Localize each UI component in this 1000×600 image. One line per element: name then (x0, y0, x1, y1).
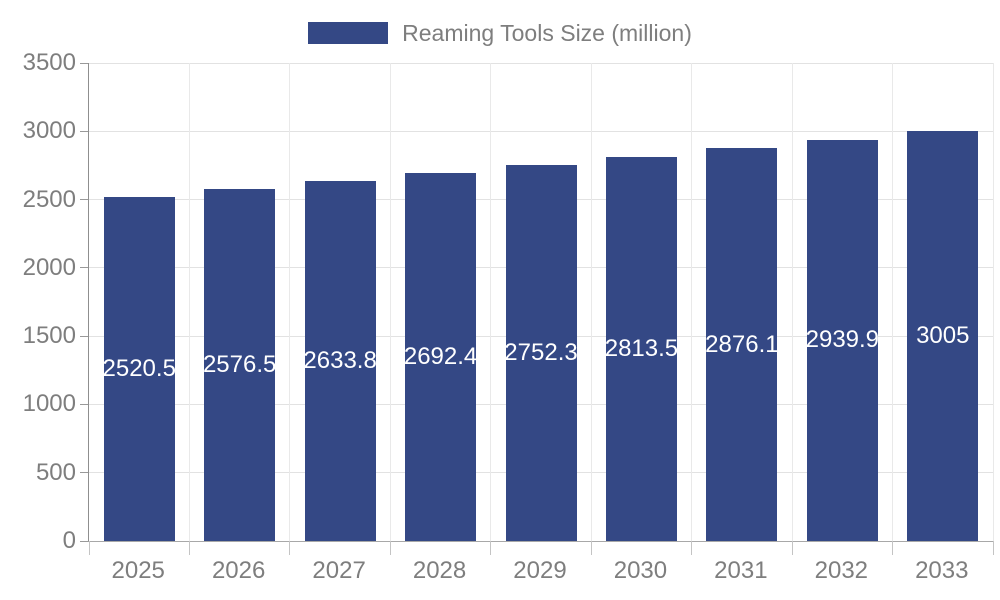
x-axis-tick-1 (188, 541, 190, 555)
gridline-h-3000 (89, 130, 993, 132)
y-axis-label-2500: 2500 (22, 185, 76, 213)
gridline-v-1 (188, 63, 190, 541)
x-axis-label-2026: 2026 (211, 557, 266, 584)
x-axis-label-2030: 2030 (613, 557, 668, 584)
y-axis-label-1000: 1000 (22, 390, 76, 418)
legend[interactable]: Reaming Tools Size (million) (0, 18, 1000, 48)
bar-value-label-2032: 2939.9 (805, 326, 880, 354)
x-axis-label-2033: 2033 (915, 557, 969, 584)
gridline-v-5 (590, 63, 592, 541)
bar-value-label-2033: 3005 (916, 321, 970, 349)
bar-2029[interactable]: 2752.3 (504, 165, 578, 541)
x-axis-tick-8 (892, 541, 894, 555)
y-axis-label-3500: 3500 (22, 49, 76, 76)
legend-swatch[interactable] (308, 22, 389, 44)
x-axis-label-2025: 2025 (111, 557, 165, 584)
x-axis-tick-9 (992, 541, 994, 555)
y-axis-tick-3500 (80, 62, 88, 64)
plot-area: 2520.5 2576.5 2633.8 2692.4 2752.3 2813.5 2876… (80, 62, 994, 555)
bar-2032[interactable]: 2939.9 (806, 139, 879, 541)
y-axis-tick-2000 (80, 267, 88, 269)
gridline-v-7 (791, 63, 793, 541)
bar-2030[interactable]: 2813.5 (605, 156, 678, 541)
bar-2028[interactable]: 2692.4 (404, 173, 477, 541)
bar-2027[interactable]: 2633.8 (303, 181, 377, 541)
bar-2033[interactable]: 3005 (907, 130, 979, 541)
y-axis-label-2000: 2000 (22, 253, 76, 281)
y-axis-tick-0 (80, 540, 88, 542)
y-axis-tick-1500 (80, 335, 88, 337)
gridline-v-6 (691, 63, 693, 541)
x-axis-tick-6 (691, 541, 693, 555)
x-axis-label-2032: 2032 (814, 557, 869, 584)
gridline-v-2 (289, 63, 291, 541)
bar-value-label-2030: 2813.5 (604, 334, 679, 362)
bar-value-label-2027: 2633.8 (303, 347, 377, 375)
x-axis-label-2027: 2027 (312, 557, 366, 584)
bar-2026[interactable]: 2576.5 (203, 189, 276, 541)
x-axis-label-2029: 2029 (513, 557, 567, 584)
x-axis-label-2031: 2031 (714, 557, 768, 584)
bar-2025[interactable]: 2520.5 (103, 196, 176, 541)
x-axis-tick-2 (289, 541, 291, 555)
gridline-v-3 (389, 63, 391, 541)
bar-value-label-2029: 2752.3 (504, 339, 578, 367)
bar-2031[interactable]: 2876.1 (705, 148, 779, 541)
y-axis-tick-2500 (80, 199, 88, 201)
bar-value-label-2028: 2692.4 (403, 343, 478, 371)
y-axis-label-3000: 3000 (22, 117, 76, 145)
bar-value-label-2026: 2576.5 (202, 351, 277, 379)
y-axis-tick-3000 (80, 130, 88, 132)
x-axis-tick-0 (88, 541, 90, 555)
x-axis-tick-4 (490, 541, 492, 555)
gridline-v-9 (992, 63, 994, 541)
x-axis-label-2028: 2028 (412, 557, 467, 584)
bar-value-label-2025: 2520.5 (102, 354, 176, 382)
y-axis-label-0: 0 (62, 527, 76, 554)
x-axis-tick-7 (791, 541, 793, 555)
y-axis-tick-500 (80, 472, 88, 474)
y-axis-tick-1000 (80, 403, 88, 405)
x-axis-tick-3 (389, 541, 391, 555)
y-axis-label-1500: 1500 (22, 322, 76, 350)
gridline-v-8 (892, 63, 894, 541)
y-axis-label-500: 500 (35, 458, 76, 486)
x-axis-tick-5 (590, 541, 592, 555)
gridline-v-4 (490, 63, 492, 541)
gridline-h-3500 (89, 62, 993, 64)
bar-value-label-2031: 2876.1 (705, 330, 779, 358)
legend-label[interactable]: Reaming Tools Size (million) (402, 19, 692, 46)
